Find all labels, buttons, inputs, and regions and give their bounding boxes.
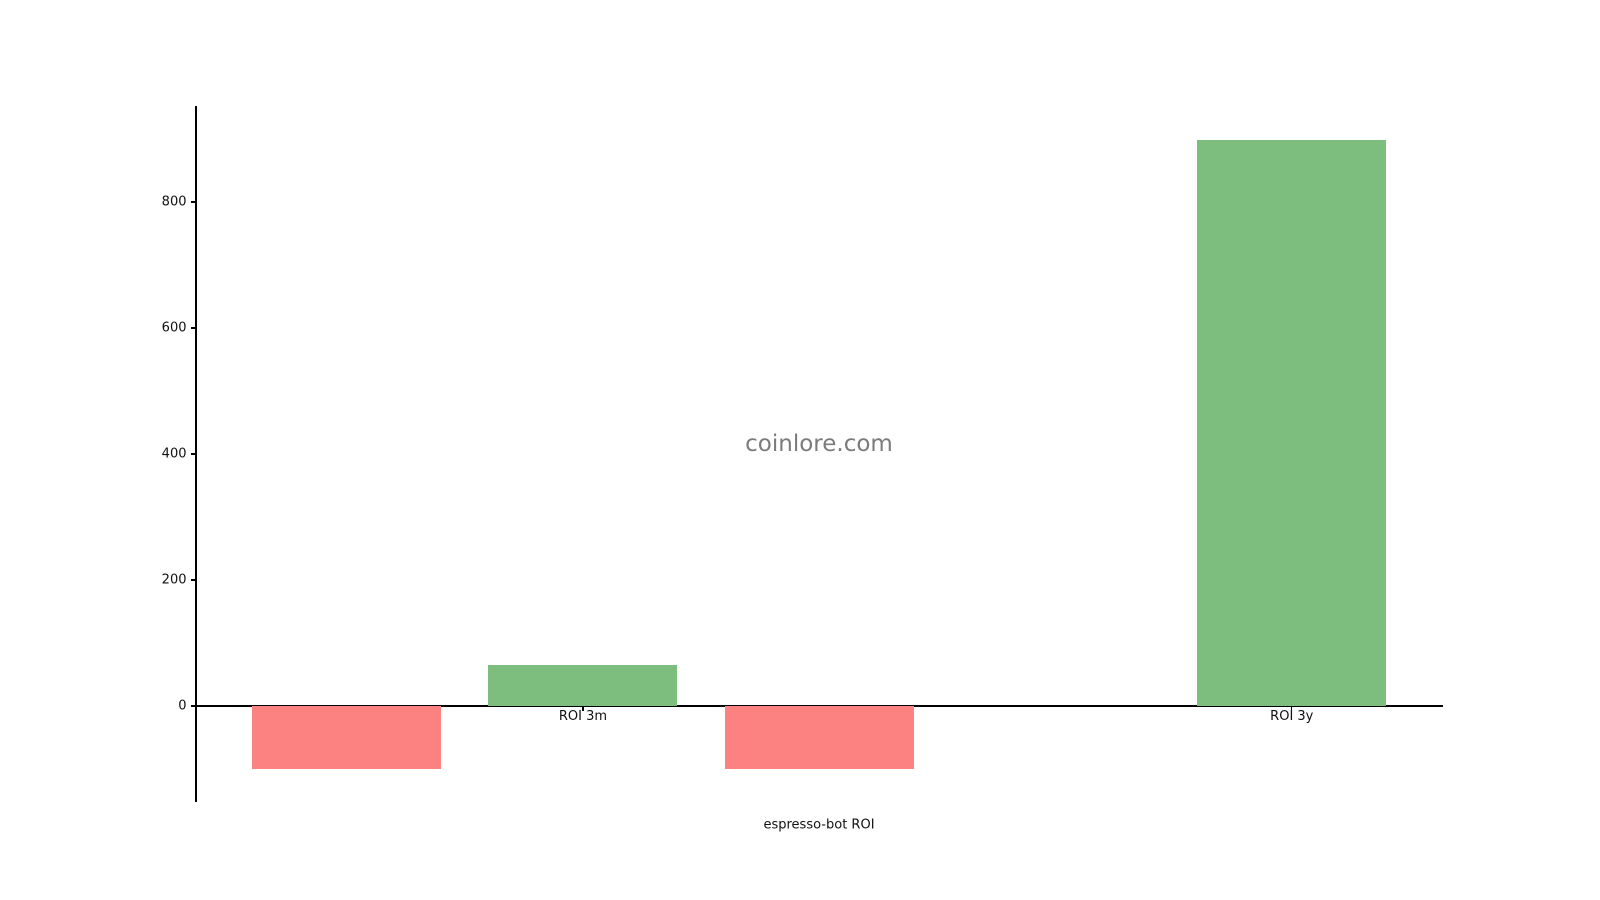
y-tick-mark <box>191 453 196 455</box>
x-axis-zero-line <box>195 705 1443 707</box>
watermark-text: coinlore.com <box>745 431 893 457</box>
x-tick-label: ROI 3m <box>558 708 608 724</box>
y-tick-mark <box>191 579 196 581</box>
y-tick-mark <box>191 201 196 203</box>
x-tick-mark <box>1291 706 1293 711</box>
y-axis-line <box>195 106 197 802</box>
positive-bar <box>488 664 678 707</box>
y-tick-label: 0 <box>178 698 187 714</box>
negative-bar <box>252 706 442 770</box>
x-tick-mark <box>582 706 584 711</box>
x-axis-title: espresso-bot ROI <box>763 817 875 833</box>
positive-bar <box>1197 140 1387 707</box>
y-tick-mark <box>191 705 196 707</box>
y-tick-label: 600 <box>161 320 187 336</box>
y-tick-label: 400 <box>161 446 187 462</box>
y-tick-mark <box>191 327 196 329</box>
y-tick-label: 200 <box>161 572 187 588</box>
x-tick-label: ROI 3y <box>1270 708 1314 724</box>
negative-bar <box>724 706 914 770</box>
y-tick-label: 800 <box>161 194 187 210</box>
